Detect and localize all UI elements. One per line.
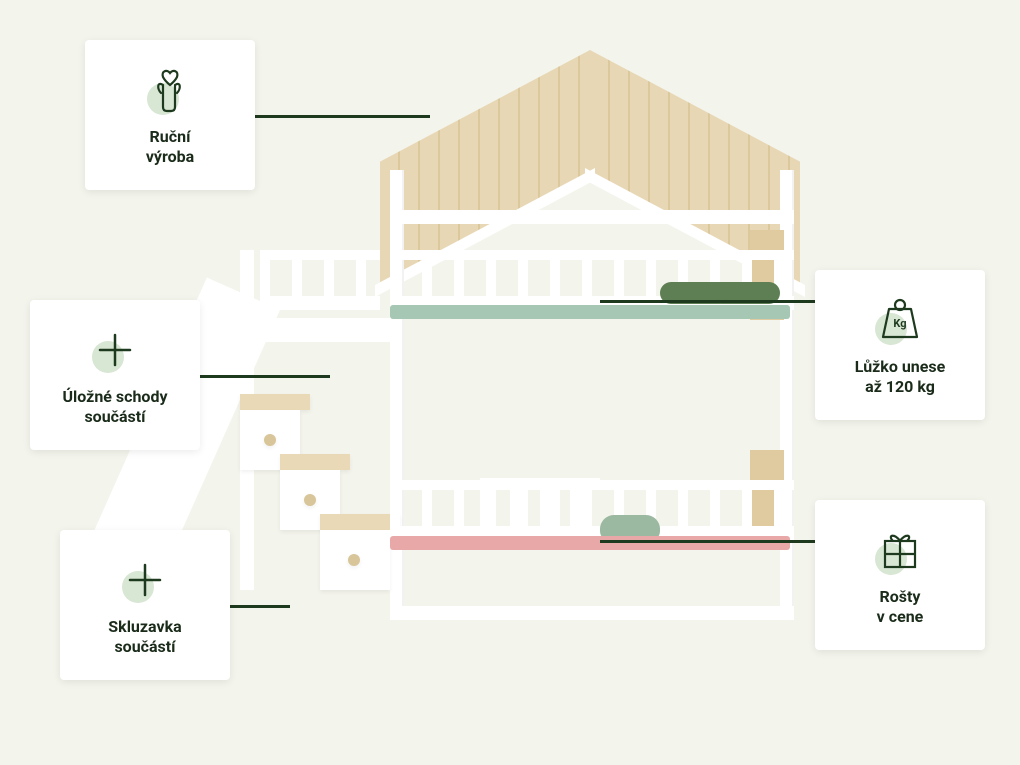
feature-label: Ruční výroba	[146, 127, 194, 167]
svg-text:Kg: Kg	[893, 317, 906, 330]
roof-beam	[390, 210, 794, 224]
stair-tread-2	[280, 454, 350, 470]
stair-tread-3	[320, 514, 400, 530]
feature-label: Rošty v cene	[877, 587, 924, 627]
lower-gate	[480, 478, 600, 538]
connector-slide-h	[230, 605, 290, 608]
stair-tread-1	[240, 394, 310, 410]
handmade-icon	[143, 63, 197, 117]
drawer-knob-2	[304, 494, 316, 506]
landing-railing	[260, 250, 380, 310]
feature-label: Lůžko unese až 120 kg	[855, 357, 946, 397]
feature-card-storage: Úložné schody součástí	[30, 300, 200, 450]
lower-mattress	[390, 536, 790, 550]
connector-storage-h	[200, 375, 330, 378]
product-illustration	[240, 50, 800, 670]
connector-weight-h	[600, 300, 815, 303]
gift-icon	[873, 523, 927, 577]
feature-card-slats: Rošty v cene	[815, 500, 985, 650]
landing-platform	[240, 318, 390, 342]
drawer-knob-3	[348, 554, 360, 566]
feature-label: Úložné schody součástí	[62, 387, 167, 427]
roof	[380, 50, 800, 180]
feature-card-weight: Kg Lůžko unese až 120 kg	[815, 270, 985, 420]
upper-mattress	[390, 305, 790, 319]
weight-icon: Kg	[873, 293, 927, 347]
plus-icon	[118, 553, 172, 607]
feature-label: Skluzavka součástí	[108, 617, 181, 657]
connector-handmade-h	[255, 115, 430, 118]
connector-slats-h	[600, 540, 815, 543]
feature-card-handmade: Ruční výroba	[85, 40, 255, 190]
feature-card-slide: Skluzavka součástí	[60, 530, 230, 680]
bed-base	[390, 606, 794, 620]
drawer-knob-1	[264, 434, 276, 446]
plus-icon	[88, 323, 142, 377]
